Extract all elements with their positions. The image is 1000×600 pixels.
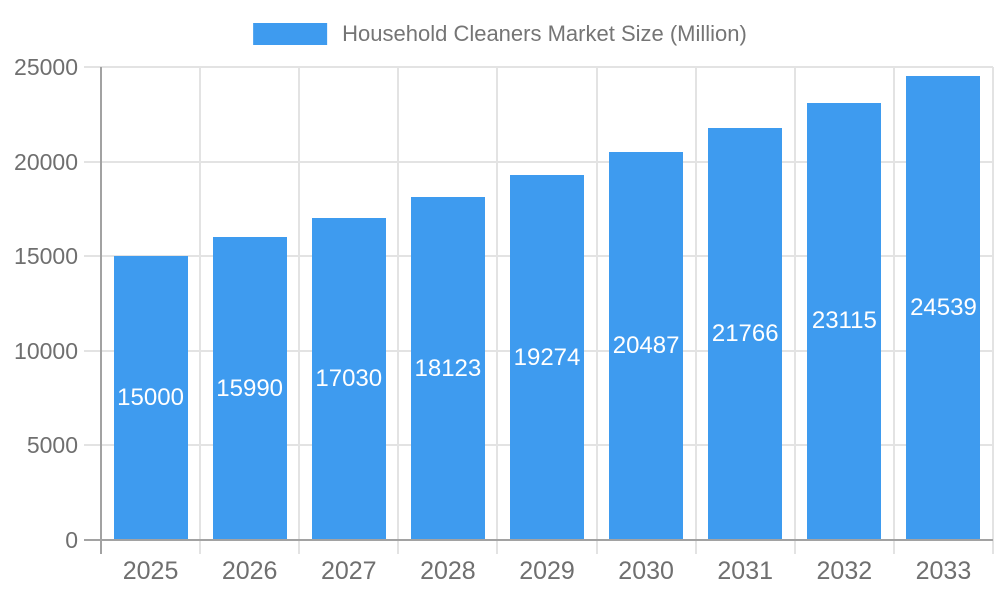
bar-value-label: 23115 xyxy=(811,307,877,335)
x-gridline xyxy=(298,67,301,554)
bar-value-label: 21766 xyxy=(711,320,779,348)
x-gridline xyxy=(199,67,202,554)
x-gridline xyxy=(595,67,598,554)
bar-value-label: 15000 xyxy=(117,384,184,412)
bar[interactable]: 24539 xyxy=(906,75,981,540)
bar[interactable]: 23115 xyxy=(807,102,882,540)
bar-value-label: 18123 xyxy=(414,354,482,382)
bar[interactable]: 21766 xyxy=(708,128,783,540)
bar-value-label: 15990 xyxy=(216,374,284,402)
x-gridline xyxy=(892,67,895,554)
x-axis-tick-label: 2025 xyxy=(122,557,179,585)
x-axis-tick-label: 2028 xyxy=(420,557,476,585)
bar-value-label: 20487 xyxy=(612,332,680,360)
x-axis-tick-label: 2027 xyxy=(320,557,377,585)
y-axis-tick-label: 15000 xyxy=(14,243,78,270)
x-gridline xyxy=(397,67,400,554)
y-axis-tick-label: 0 xyxy=(65,527,78,553)
bar-value-label: 17030 xyxy=(315,364,383,392)
x-gridline xyxy=(992,67,994,554)
bar[interactable]: 15990 xyxy=(212,237,287,540)
y-gridline xyxy=(84,160,993,163)
legend-item[interactable]: Household Cleaners Market Size (Million) xyxy=(253,21,747,47)
bar-value-label: 24539 xyxy=(910,293,977,321)
legend-label: Household Cleaners Market Size (Million) xyxy=(342,21,747,46)
x-axis-tick-label: 2031 xyxy=(717,557,774,585)
bar[interactable]: 19274 xyxy=(510,175,584,540)
x-gridline xyxy=(793,67,796,554)
bar[interactable]: 20487 xyxy=(609,152,684,540)
x-axis-tick-label: 2033 xyxy=(915,557,972,585)
bar[interactable]: 15000 xyxy=(113,256,188,540)
bar-value-label: 19274 xyxy=(513,343,581,371)
x-axis-tick-label: 2026 xyxy=(221,557,278,585)
x-gridline xyxy=(694,67,697,554)
bar[interactable]: 17030 xyxy=(311,217,386,540)
legend-swatch xyxy=(253,23,328,45)
y-axis-line xyxy=(100,67,102,554)
bar[interactable]: 18123 xyxy=(410,197,485,540)
x-axis-line xyxy=(84,539,993,541)
x-axis-tick-label: 2030 xyxy=(618,557,674,585)
y-gridline xyxy=(84,66,993,68)
y-axis-tick-label: 5000 xyxy=(26,432,78,459)
x-gridline xyxy=(496,67,499,554)
y-axis-tick-label: 20000 xyxy=(14,148,78,175)
y-axis-tick-label: 25000 xyxy=(14,54,78,80)
x-axis-tick-label: 2029 xyxy=(519,557,575,585)
y-axis-tick-label: 10000 xyxy=(14,337,78,364)
x-axis-tick-label: 2032 xyxy=(816,557,873,585)
